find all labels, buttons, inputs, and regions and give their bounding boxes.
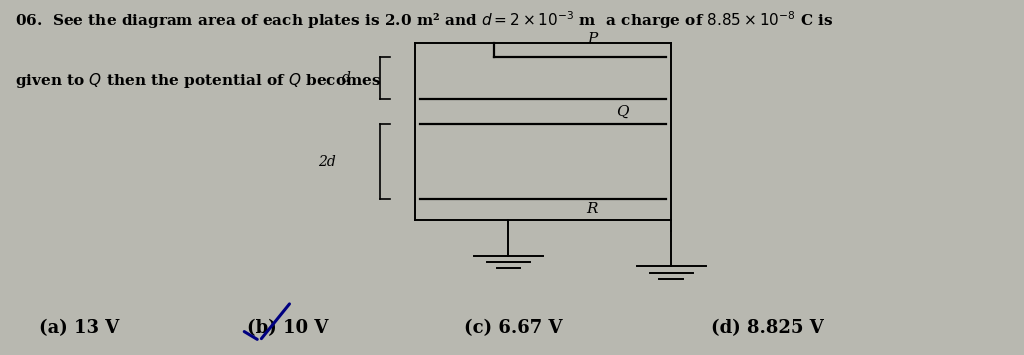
Text: (c) 6.67 V: (c) 6.67 V	[464, 319, 562, 337]
Text: (b) 10 V: (b) 10 V	[247, 319, 328, 337]
Text: P: P	[587, 32, 597, 46]
Text: R: R	[587, 202, 598, 217]
Text: d: d	[342, 71, 350, 85]
Text: 2d: 2d	[317, 154, 336, 169]
Text: (a) 13 V: (a) 13 V	[40, 319, 120, 337]
Text: (d) 8.825 V: (d) 8.825 V	[711, 319, 823, 337]
Text: given to $Q$ then the potential of $Q$ becomes: given to $Q$ then the potential of $Q$ b…	[14, 71, 381, 90]
Text: Q: Q	[615, 105, 628, 119]
Text: 06.  See the diagram area of each plates is 2.0 m² and $d=2\times10^{-3}$ m  a c: 06. See the diagram area of each plates …	[14, 9, 834, 31]
